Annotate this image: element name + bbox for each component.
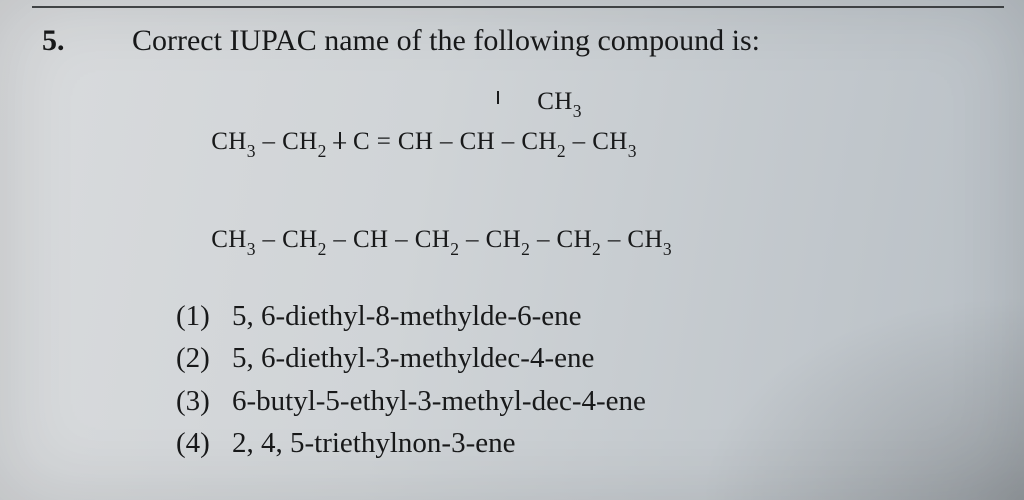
option-4-text: 2, 4, 5-triethylnon-3-ene — [232, 422, 515, 464]
option-4-num: (4) — [176, 422, 232, 464]
option-3-text: 6-butyl-5-ethyl-3-methyl-dec-4-ene — [232, 380, 646, 422]
option-1: (1) 5, 6-diethyl-8-methylde-6-ene — [176, 295, 1004, 337]
question-block: 5. Correct IUPAC name of the following c… — [42, 24, 1004, 464]
top-sub-text: CH — [537, 88, 573, 115]
chemical-structure: CH3 CH3 – CH2 – C = CH – CH – CH2 – CH3 … — [158, 70, 1004, 281]
question-row: 5. Correct IUPAC name of the following c… — [42, 24, 1004, 58]
bond-top — [497, 91, 499, 104]
option-1-num: (1) — [176, 295, 232, 337]
struct-line-2: CH3 – CH2 – CH – CH2 – CH2 – CH2 – CH3 — [158, 184, 1004, 282]
top-rule — [32, 6, 1004, 8]
option-1-text: 5, 6-diethyl-8-methylde-6-ene — [232, 295, 582, 337]
option-3: (3) 6-butyl-5-ethyl-3-methyl-dec-4-ene — [176, 380, 1004, 422]
question-text: Correct IUPAC name of the following comp… — [132, 24, 760, 58]
top-sub-num: 3 — [573, 101, 582, 121]
option-2-text: 5, 6-diethyl-3-methyldec-4-ene — [232, 337, 594, 379]
option-2-num: (2) — [176, 337, 232, 379]
option-2: (2) 5, 6-diethyl-3-methyldec-4-ene — [176, 337, 1004, 379]
question-number: 5. — [42, 24, 132, 58]
scanned-page: 5. Correct IUPAC name of the following c… — [0, 0, 1024, 500]
option-4: (4) 2, 4, 5-triethylnon-3-ene — [176, 422, 1004, 464]
option-3-num: (3) — [176, 380, 232, 422]
options-list: (1) 5, 6-diethyl-8-methylde-6-ene (2) 5,… — [176, 295, 1004, 464]
bond-mid — [339, 132, 341, 149]
